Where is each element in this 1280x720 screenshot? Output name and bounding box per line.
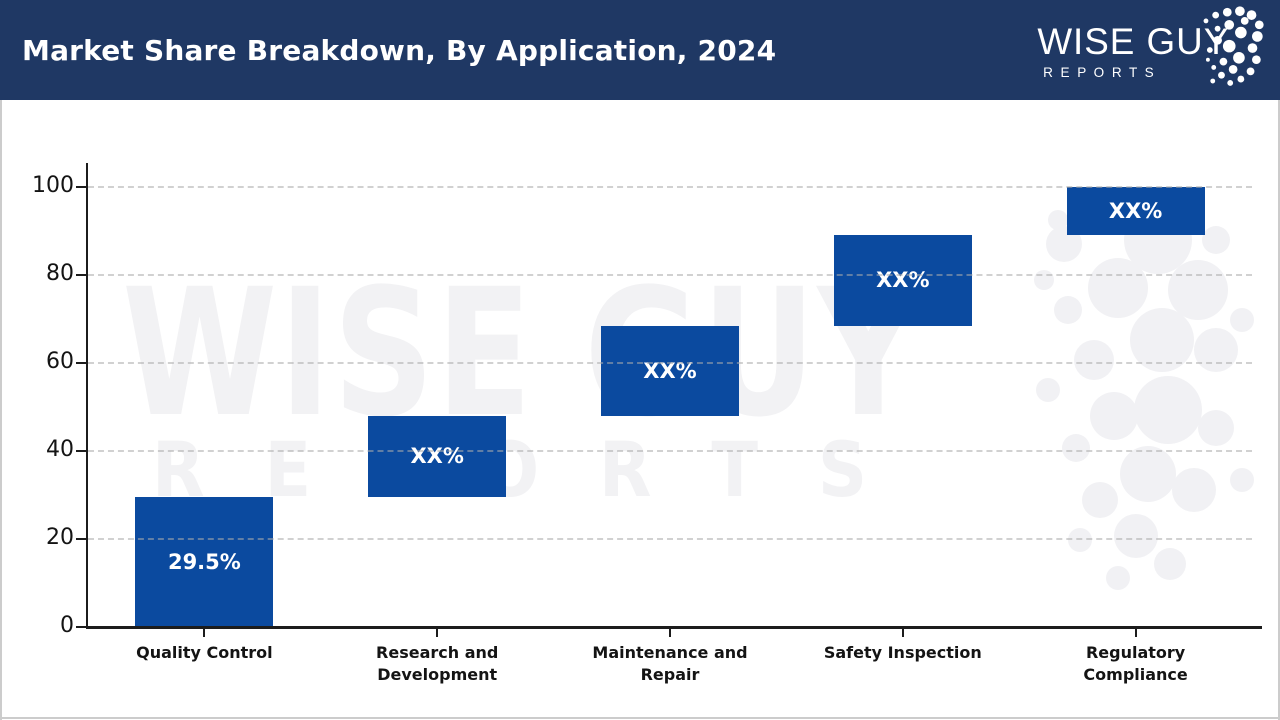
bar-quality-control: 29.5% bbox=[135, 497, 274, 627]
x-tick-mark-2 bbox=[436, 629, 439, 637]
page-border-right bbox=[1278, 100, 1280, 720]
y-tick-mark-80 bbox=[76, 274, 87, 276]
y-tick-mark-100 bbox=[76, 186, 87, 188]
y-tick-label-80: 80 bbox=[46, 261, 74, 286]
wise-guy-logo: WISE GUY R E P O R T S bbox=[1037, 6, 1264, 86]
category-label-5: Regulatory Compliance bbox=[1016, 642, 1256, 685]
y-tick-label-100: 100 bbox=[32, 173, 74, 198]
grid-line-20 bbox=[88, 538, 1252, 540]
bar-value-label: XX% bbox=[410, 444, 464, 469]
grid-line-80 bbox=[88, 274, 1252, 276]
y-tick-label-20: 20 bbox=[46, 525, 74, 550]
page-border-left bbox=[0, 100, 2, 720]
bar-value-label: XX% bbox=[876, 268, 930, 293]
bar-safety-inspection: XX% bbox=[833, 235, 972, 326]
category-label-line: Development bbox=[377, 664, 498, 684]
x-tick-mark-1 bbox=[203, 629, 206, 637]
grid-line-60 bbox=[88, 362, 1252, 364]
category-label-1: Quality Control bbox=[84, 642, 324, 664]
y-axis-line bbox=[86, 163, 88, 629]
logo-subtext: R E P O R T S bbox=[1043, 65, 1156, 80]
x-axis-line bbox=[86, 626, 1262, 629]
y-tick-mark-20 bbox=[76, 538, 87, 540]
category-label-2: Research and Development bbox=[317, 642, 557, 685]
y-tick-label-40: 40 bbox=[46, 437, 74, 462]
bar-value-label: 29.5% bbox=[167, 550, 241, 575]
bar-maintenance-and-repair: XX% bbox=[601, 325, 739, 416]
y-tick-mark-0 bbox=[76, 626, 87, 628]
page-border-bottom bbox=[0, 717, 1280, 719]
y-tick-label-0: 0 bbox=[60, 613, 74, 638]
y-tick-mark-60 bbox=[76, 362, 87, 364]
category-label-line: Maintenance and bbox=[592, 643, 748, 662]
category-label-line: Quality Control bbox=[136, 643, 273, 662]
logo-wordmark: WISE GUY bbox=[1037, 21, 1229, 62]
watermark-wordmark: WISE GUY bbox=[122, 251, 921, 456]
category-label-4: Safety Inspection bbox=[783, 642, 1023, 664]
category-label-line: Compliance bbox=[1083, 664, 1188, 684]
header-bar: Market Share Breakdown, By Application, … bbox=[0, 0, 1280, 100]
logo-face-dots-icon bbox=[1203, 6, 1264, 86]
bar-research-and-development: XX% bbox=[368, 415, 507, 498]
grid-line-40 bbox=[88, 450, 1252, 452]
x-tick-mark-4 bbox=[901, 629, 904, 637]
grid-line-100 bbox=[88, 186, 1252, 188]
bar-value-label: XX% bbox=[1108, 199, 1163, 224]
category-label-line: Regulatory bbox=[1085, 643, 1186, 662]
x-tick-mark-5 bbox=[1134, 629, 1137, 637]
bar-regulatory-compliance: XX% bbox=[1066, 187, 1205, 236]
x-tick-mark-3 bbox=[669, 629, 671, 637]
category-label-line: Safety Inspection bbox=[823, 643, 982, 662]
y-tick-mark-40 bbox=[76, 450, 87, 452]
category-label-3: Maintenance and Repair bbox=[550, 642, 790, 685]
category-label-line: Repair bbox=[640, 664, 700, 684]
page-title: Market Share Breakdown, By Application, … bbox=[22, 33, 777, 67]
y-tick-label-60: 60 bbox=[46, 349, 74, 374]
category-label-line: Research and bbox=[376, 643, 499, 662]
